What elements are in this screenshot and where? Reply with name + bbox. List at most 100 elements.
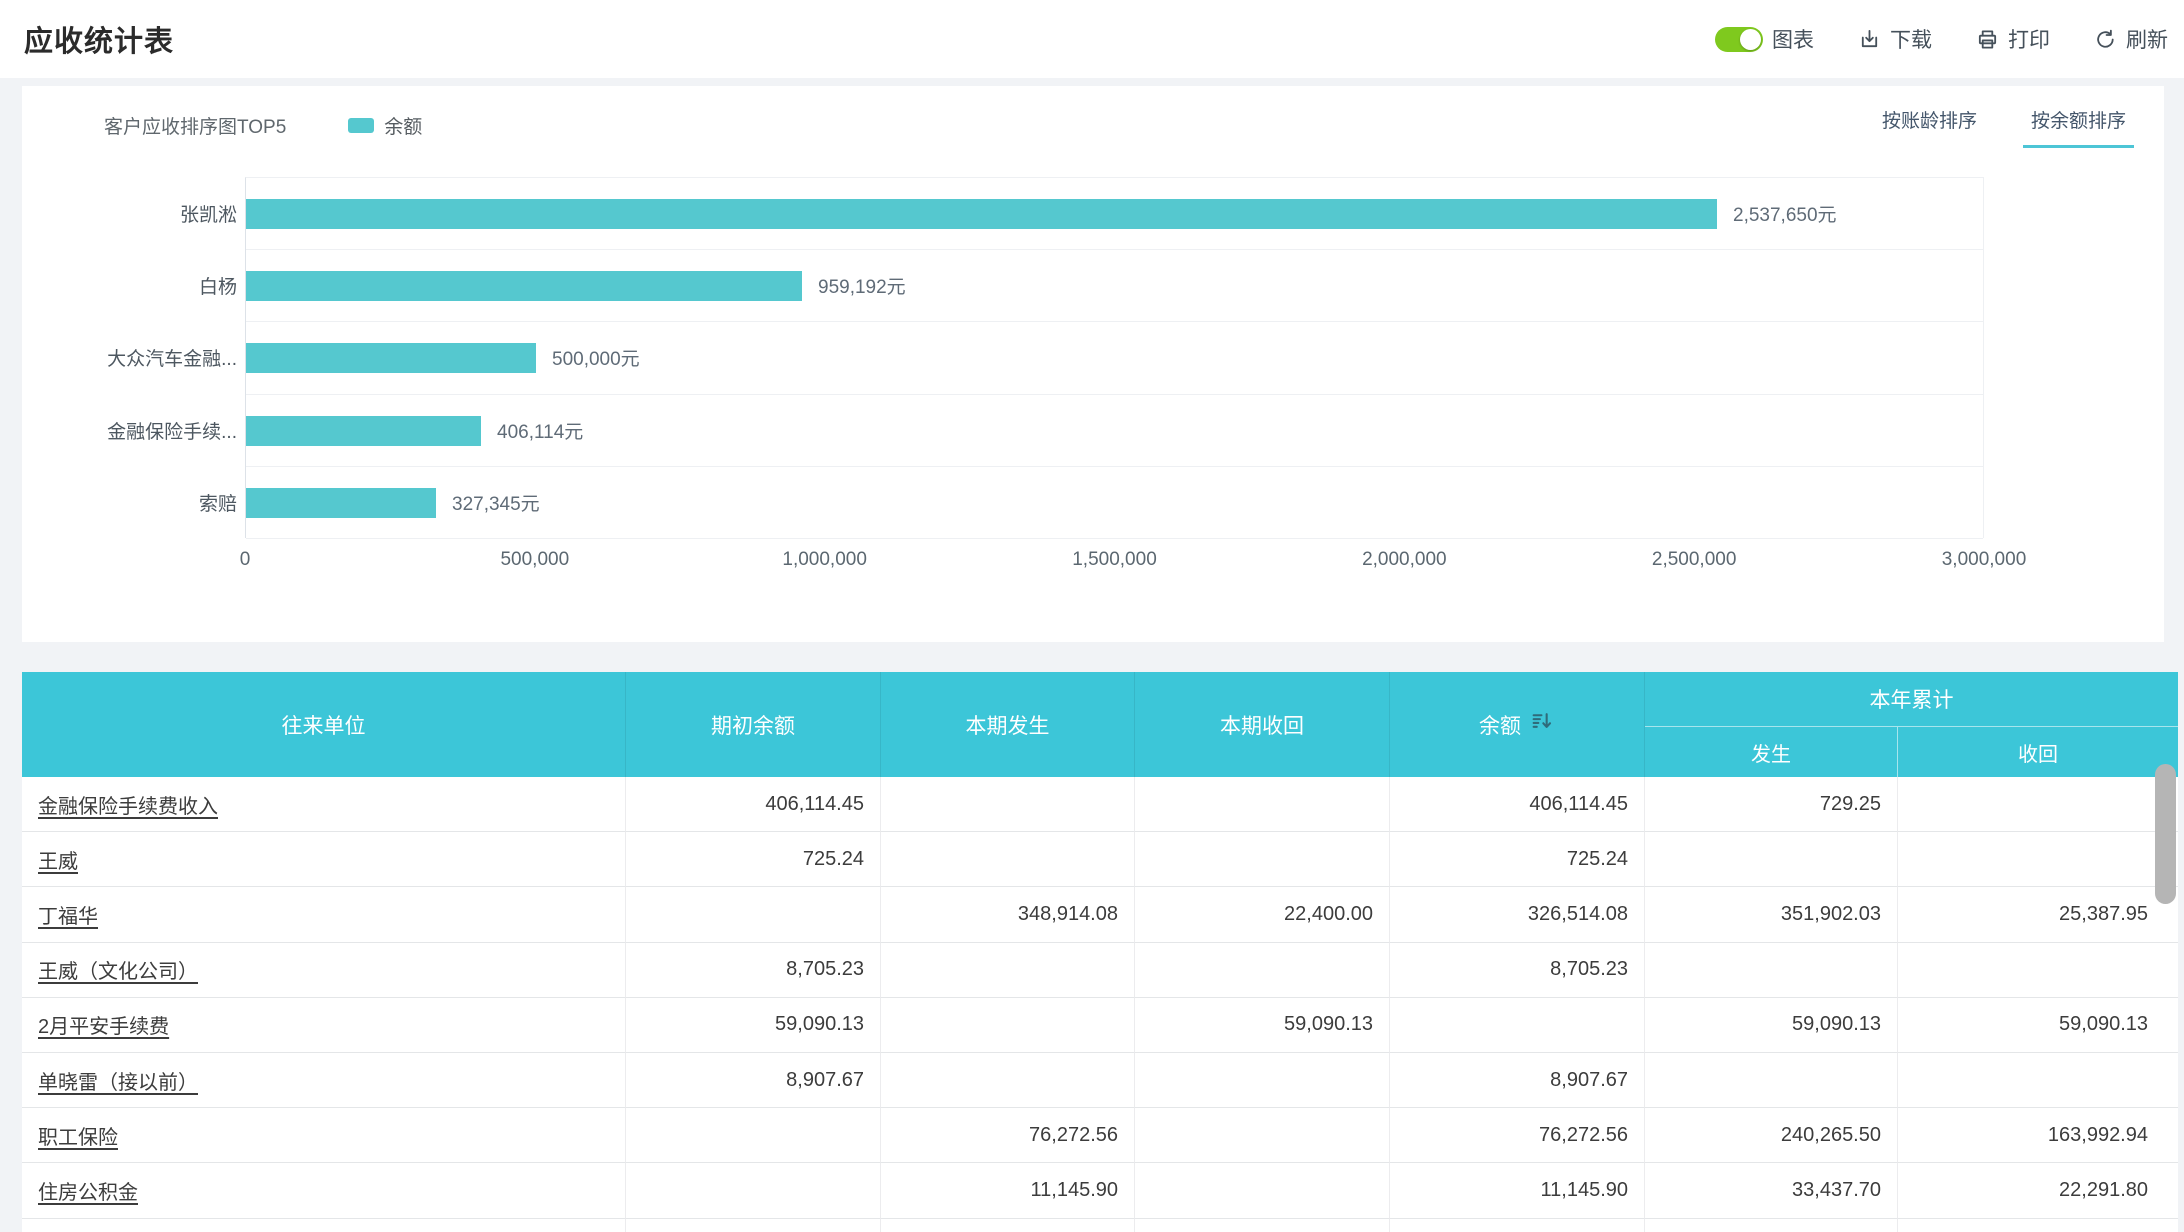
value-cell: 8,907.67 bbox=[626, 1052, 881, 1109]
chart-panel: 客户应收排序图TOP5 余额 按账龄排序 按余额排序 张凯淞 2,537,650元… bbox=[22, 86, 2164, 642]
bar-value-label: 500,000元 bbox=[552, 349, 640, 371]
title-bar: 应收统计表 图表 下载 打印 bbox=[0, 0, 2184, 78]
table-row: 王威 725.24 725.24 bbox=[22, 832, 2178, 888]
value-cell: 8,705.23 bbox=[626, 942, 881, 998]
value-cell bbox=[1135, 1052, 1390, 1109]
table-header: 往来单位 期初余额 本期发生 本期收回 余额 本年累计 发生 收回 bbox=[22, 672, 2178, 777]
chart-band: 索赔 327,345元 bbox=[199, 467, 1983, 539]
refresh-icon bbox=[2094, 28, 2117, 51]
value-cell: 11,145.90 bbox=[881, 1163, 1135, 1219]
company-link[interactable]: 王威 bbox=[38, 850, 78, 873]
value-cell: 240,265.50 bbox=[1645, 1108, 1898, 1164]
value-cell bbox=[1135, 777, 1390, 833]
x-tick: 2,000,000 bbox=[1362, 549, 1447, 570]
value-cell: 11,145.90 bbox=[1390, 1163, 1645, 1219]
category-label: 金融保险手续... bbox=[107, 421, 237, 443]
sort-descending-icon[interactable] bbox=[1530, 709, 1555, 740]
legend-swatch bbox=[348, 117, 375, 133]
x-tick: 500,000 bbox=[500, 549, 570, 570]
x-tick: 2,500,000 bbox=[1651, 549, 1737, 570]
chart-band: 张凯淞 2,537,650元 bbox=[180, 178, 1983, 251]
company-link[interactable]: 住房公积金 bbox=[38, 1181, 138, 1204]
tab-sort-by-aging[interactable]: 按账龄排序 bbox=[1881, 111, 1977, 132]
value-cell bbox=[1135, 1218, 1390, 1232]
print-button[interactable]: 打印 bbox=[1976, 24, 2050, 54]
value-cell: 348,914.08 bbox=[881, 887, 1135, 943]
company-link[interactable]: 丁福华 bbox=[38, 905, 98, 928]
chart-toggle-switch[interactable] bbox=[1715, 26, 1763, 52]
refresh-button[interactable]: 刷新 bbox=[2094, 24, 2168, 54]
chart-band: 金融保险手续... 406,114元 bbox=[107, 395, 1983, 467]
value-cell bbox=[626, 1163, 881, 1219]
value-cell bbox=[1898, 943, 2178, 998]
value-cell: 25,387.95 bbox=[1898, 887, 2178, 943]
value-cell bbox=[1898, 1053, 2178, 1109]
bar-4[interactable] bbox=[246, 487, 436, 518]
bar-1[interactable] bbox=[246, 271, 802, 302]
value-cell: 22,291.80 bbox=[1898, 1163, 2178, 1219]
table-row: 2月平安手续费 59,090.13 59,090.13 59,090.13 59,090… bbox=[22, 997, 2178, 1053]
chart-header: 客户应收排序图TOP5 余额 按账龄排序 按余额排序 bbox=[22, 102, 2164, 148]
toolbar: 图表 下载 打印 刷新 bbox=[1715, 24, 2174, 54]
legend-label: 余额 bbox=[384, 116, 423, 138]
value-cell bbox=[1135, 942, 1390, 998]
value-cell bbox=[626, 1218, 881, 1232]
company-link[interactable]: 2月平安手续费 bbox=[38, 1016, 170, 1039]
value-cell bbox=[881, 997, 1135, 1053]
value-cell bbox=[881, 1052, 1135, 1109]
category-label: 索赔 bbox=[198, 493, 237, 515]
bar-value-label: 327,345元 bbox=[452, 493, 540, 515]
value-cell bbox=[881, 942, 1135, 998]
header-ytd-total: 本年累计 bbox=[1645, 672, 2178, 727]
value-cell bbox=[1135, 1108, 1390, 1164]
header-current-received: 本期收回 bbox=[1135, 672, 1390, 777]
company-link[interactable]: 职工保险 bbox=[38, 1126, 118, 1149]
bar-3[interactable] bbox=[246, 415, 481, 446]
table-row: 职工保险 76,272.56 76,272.56 240,265.50 163,992.… bbox=[22, 1108, 2178, 1164]
value-cell bbox=[1898, 1219, 2178, 1232]
value-cell: 326,514.08 bbox=[1390, 887, 1645, 943]
company-cell: 丁福华 bbox=[22, 887, 626, 943]
header-balance: 余额 bbox=[1390, 672, 1645, 777]
download-icon bbox=[1858, 28, 1881, 51]
table-scrollbar[interactable] bbox=[2155, 764, 2176, 904]
table-row: 丁福华 348,914.08 22,400.00 326,514.08 351,902.… bbox=[22, 887, 2178, 943]
bar-0[interactable] bbox=[246, 199, 1717, 229]
chart-sort-tabs: 按账龄排序 按余额排序 bbox=[1874, 102, 2148, 148]
chart-legend[interactable]: 余额 bbox=[348, 112, 422, 139]
bar-value-label: 2,537,650元 bbox=[1733, 205, 1837, 227]
company-link[interactable]: 金融保险手续费收入 bbox=[38, 795, 218, 818]
table-row: 金融保险手续费收入 406,114.45 406,114.45 729.25 bbox=[22, 777, 2178, 833]
tab-sort-by-balance[interactable]: 按余额排序 bbox=[2022, 102, 2134, 148]
value-cell: 59,090.13 bbox=[626, 997, 881, 1053]
value-cell bbox=[1135, 1163, 1390, 1219]
bar-2[interactable] bbox=[246, 343, 536, 374]
page-title: 应收统计表 bbox=[24, 26, 175, 58]
value-cell: 33,437.70 bbox=[1645, 1163, 1898, 1219]
printer-icon bbox=[1976, 28, 1999, 51]
chart-title: 客户应收排序图TOP5 bbox=[104, 116, 287, 138]
value-cell: 8,705.23 bbox=[1390, 942, 1645, 998]
header-company: 往来单位 bbox=[22, 672, 626, 777]
chart-toggle-group: 图表 bbox=[1715, 24, 1814, 54]
value-cell: 725.24 bbox=[1390, 832, 1645, 888]
value-cell bbox=[1645, 942, 1898, 998]
value-cell bbox=[881, 832, 1135, 888]
company-cell: 王威 bbox=[22, 832, 626, 888]
toggle-knob bbox=[1740, 28, 1761, 50]
company-cell: 职工保险 bbox=[22, 1108, 626, 1164]
receivables-table: 往来单位 期初余额 本期发生 本期收回 余额 本年累计 发生 收回 金融保险手 bbox=[22, 672, 2178, 1232]
header-current-incurred: 本期发生 bbox=[881, 672, 1135, 777]
company-link[interactable]: 单晓雷（接以前） bbox=[38, 1071, 198, 1094]
value-cell: 163,992.94 bbox=[1898, 1108, 2178, 1164]
chart-toggle-label: 图表 bbox=[1772, 29, 1814, 52]
value-cell bbox=[1390, 997, 1645, 1053]
value-cell: 351,902.03 bbox=[1645, 887, 1898, 943]
value-cell: 76,272.56 bbox=[1390, 1108, 1645, 1164]
company-cell bbox=[22, 1218, 626, 1232]
download-button[interactable]: 下载 bbox=[1858, 24, 1932, 54]
company-link[interactable]: 王威（文化公司） bbox=[38, 961, 198, 984]
value-cell bbox=[881, 1218, 1135, 1232]
value-cell bbox=[1390, 1218, 1645, 1232]
value-cell bbox=[1645, 1218, 1898, 1232]
